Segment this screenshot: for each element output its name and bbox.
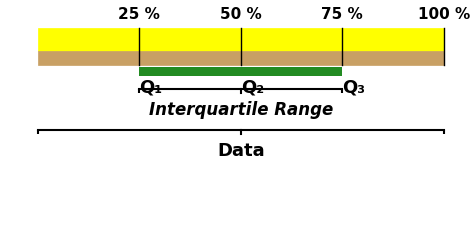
Text: 25 %: 25 % <box>118 7 160 22</box>
Text: 100 %: 100 % <box>418 7 470 22</box>
Text: Q₂: Q₂ <box>241 79 264 97</box>
Text: Q₁: Q₁ <box>139 79 163 97</box>
Text: 75 %: 75 % <box>321 7 363 22</box>
Text: 50 %: 50 % <box>220 7 262 22</box>
Bar <box>38 52 444 65</box>
Bar <box>139 68 342 76</box>
Bar <box>38 29 444 52</box>
Text: Data: Data <box>217 142 264 159</box>
Text: Interquartile Range: Interquartile Range <box>149 101 333 119</box>
Text: Q₃: Q₃ <box>342 79 365 97</box>
